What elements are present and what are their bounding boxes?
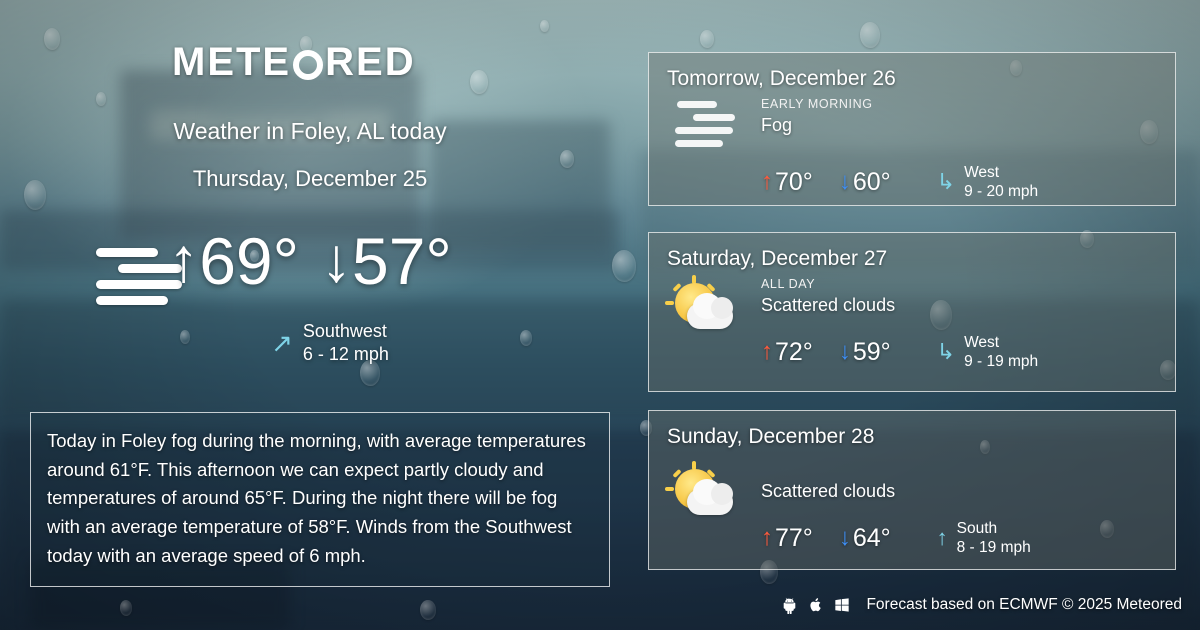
forecast-wind: ↳ West 9 - 20 mph (937, 163, 1039, 202)
forecast-high-value: 72° (775, 337, 813, 366)
forecast-card-title: Sunday, December 28 (667, 425, 875, 448)
wind-direction-icon: ↑ (936, 525, 948, 551)
windows-icon[interactable] (834, 597, 850, 613)
arrow-down-icon: ↓ (838, 524, 851, 552)
forecast-wind-text: West 9 - 20 mph (964, 163, 1038, 202)
fog-icon (671, 101, 749, 161)
forecast-wind-direction: South (956, 520, 998, 537)
forecast-condition: Fog (761, 115, 793, 135)
forecast-wind-speed: 9 - 19 mph (964, 353, 1039, 371)
meteored-logo: METE RED (172, 40, 416, 85)
forecast-card-title: Saturday, December 27 (667, 247, 888, 270)
app-store-icons (781, 596, 850, 614)
forecast-values-row: ↑ 70° ↓ 60° ↳ West 9 - 20 mph (761, 163, 1038, 202)
arrow-up-icon: ↑ (168, 226, 200, 295)
forecast-condition: Scattered clouds (761, 481, 896, 501)
forecast-high-value: 77° (775, 523, 813, 552)
forecast-wind-speed: 9 - 20 mph (964, 183, 1039, 201)
page-title: Weather in Foley, AL today (173, 118, 447, 144)
forecast-card-saturday[interactable]: Saturday, December 27 ALL DAY Scattered … (648, 232, 1176, 392)
forecast-wind-text: South 8 - 19 mph (957, 519, 1031, 558)
forecast-wind-direction: West (964, 164, 1000, 181)
forecast-wind-text: West 9 - 19 mph (964, 333, 1038, 372)
forecast-low-value: 64° (852, 523, 891, 552)
forecast-wind: ↳ West 9 - 19 mph (937, 333, 1039, 372)
sun-behind-cloud-icon (665, 275, 749, 341)
today-wind: ↗ Southwest 6 - 12 mph (0, 320, 620, 365)
forecast-period-label: EARLY MORNING (761, 97, 873, 111)
forecast-wind-speed: 8 - 19 mph (956, 539, 1031, 557)
wind-direction-icon: ↳ (936, 169, 956, 195)
forecast-period-label: ALL DAY (761, 277, 816, 291)
arrow-down-icon: ↓ (838, 168, 851, 196)
footer: Forecast based on ECMWF © 2025 Meteored (781, 596, 1182, 614)
arrow-up-icon: ↑ (761, 524, 773, 552)
forecast-card-title: Tomorrow, December 26 (667, 67, 896, 90)
forecast-high: ↑ 77° (761, 524, 813, 553)
apple-icon[interactable] (808, 596, 824, 614)
arrow-up-icon: ↑ (761, 168, 773, 196)
today-date: Thursday, December 25 (192, 166, 428, 191)
arrow-down-icon: ↓ (321, 226, 352, 295)
forecast-summary-text: Today in Foley fog during the morning, w… (30, 412, 610, 588)
arrow-down-icon: ↓ (838, 338, 851, 366)
android-icon[interactable] (781, 597, 798, 614)
forecast-wind-direction: West (964, 334, 1000, 351)
logo-text-first: METE (172, 40, 292, 84)
today-wind-direction: Southwest (302, 321, 387, 341)
forecast-values-row: ↑ 77° ↓ 64° ↑ South 8 - 19 mph (761, 519, 1031, 558)
today-low: ↓ 57° (321, 228, 452, 294)
forecast-card-tomorrow[interactable]: Tomorrow, December 26 EARLY MORNING Fog … (648, 52, 1176, 206)
today-wind-speed: 6 - 12 mph (302, 343, 389, 364)
forecast-low: ↓ 64° (839, 524, 891, 553)
forecast-high-value: 70° (775, 167, 813, 196)
today-wind-text: Southwest 6 - 12 mph (303, 320, 389, 365)
today-temperatures: ↑ 69° ↓ 57° (0, 228, 620, 294)
circle-o-mark-icon (293, 49, 324, 80)
forecast-condition: Scattered clouds (761, 295, 896, 315)
forecast-low: ↓ 59° (839, 338, 891, 367)
fog-icon (96, 248, 182, 305)
forecast-low-value: 59° (852, 337, 891, 366)
forecast-card-sunday[interactable]: Sunday, December 28 Scattered clouds ↑ 7… (648, 410, 1176, 570)
forecast-low-value: 60° (852, 167, 891, 196)
sun-behind-cloud-icon (665, 461, 749, 527)
today-high: ↑ 69° (168, 228, 299, 294)
today-panel: Weather in Foley, AL today Thursday, Dec… (0, 118, 620, 588)
forecast-values-row: ↑ 72° ↓ 59° ↳ West 9 - 19 mph (761, 333, 1038, 372)
today-high-value: 69° (199, 224, 299, 298)
today-low-value: 57° (352, 224, 452, 298)
wind-direction-icon: ↗ (271, 327, 293, 358)
arrow-up-icon: ↑ (761, 338, 773, 366)
forecast-low: ↓ 60° (839, 168, 891, 197)
logo-text-second: RED (325, 40, 416, 84)
forecast-high: ↑ 70° (761, 168, 813, 197)
footer-credit: Forecast based on ECMWF © 2025 Meteored (866, 596, 1182, 613)
wind-direction-icon: ↳ (936, 339, 956, 365)
forecast-wind: ↑ South 8 - 19 mph (937, 519, 1031, 558)
forecast-high: ↑ 72° (761, 338, 813, 367)
